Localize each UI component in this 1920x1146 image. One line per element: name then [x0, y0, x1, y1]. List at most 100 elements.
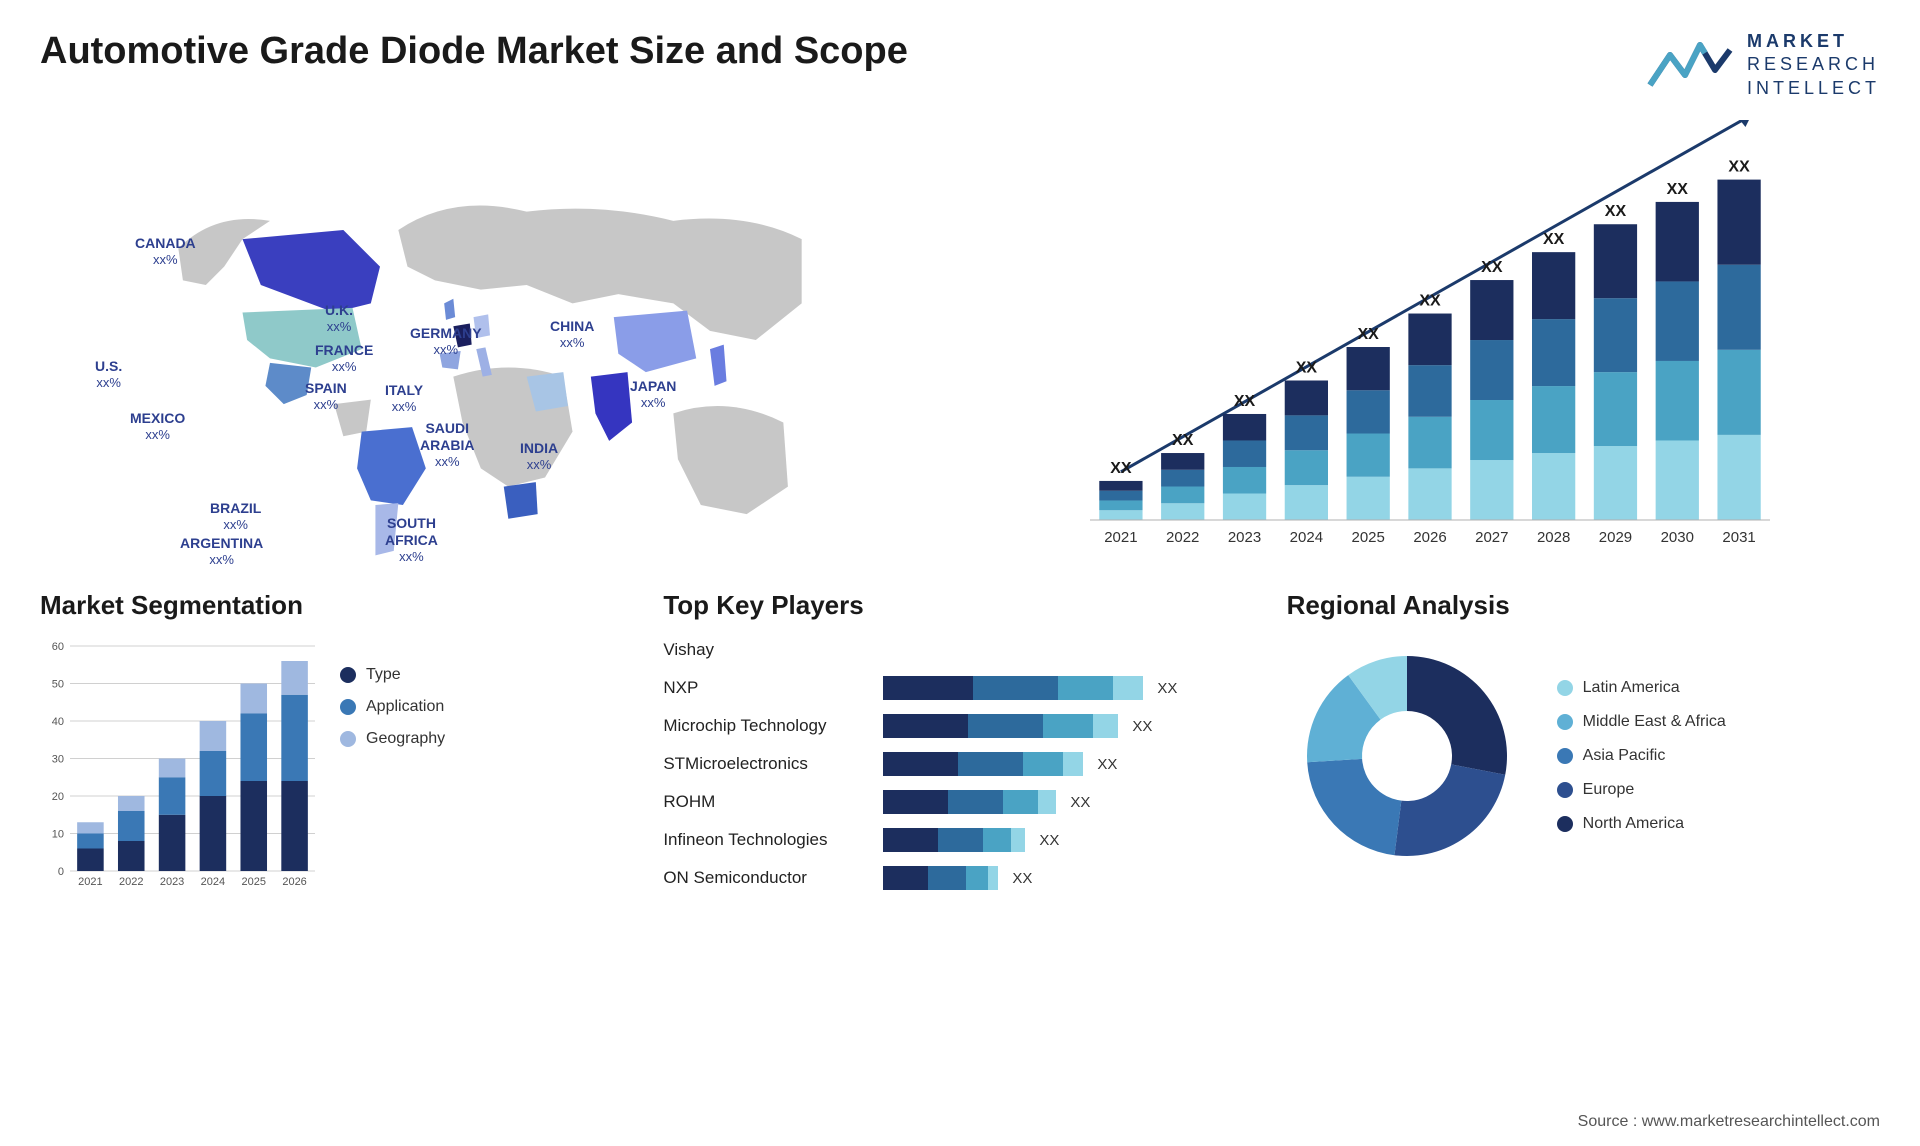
- map-label-italy: ITALYxx%: [385, 382, 423, 414]
- player-bar-row: XX: [883, 864, 1256, 892]
- player-label: Vishay: [663, 636, 863, 664]
- svg-text:2027: 2027: [1475, 529, 1508, 546]
- svg-text:2025: 2025: [242, 876, 266, 888]
- segmentation-legend: TypeApplicationGeography: [340, 666, 445, 896]
- regional-section: Regional Analysis Latin America Middle Ea…: [1287, 590, 1880, 896]
- source-text: Source : www.marketresearchintellect.com: [1578, 1113, 1880, 1131]
- map-label-india: INDIAxx%: [520, 440, 558, 472]
- player-value: XX: [1097, 756, 1117, 773]
- player-bar-row: XX: [883, 826, 1256, 854]
- page-title: Automotive Grade Diode Market Size and S…: [40, 30, 908, 73]
- svg-text:40: 40: [52, 716, 64, 728]
- regional-legend-item: Europe: [1557, 781, 1726, 799]
- player-label: ROHM: [663, 788, 863, 816]
- map-label-spain: SPAINxx%: [305, 380, 347, 412]
- player-label: NXP: [663, 674, 863, 702]
- svg-text:20: 20: [52, 791, 64, 803]
- map-label-france: FRANCExx%: [315, 342, 373, 374]
- map-label-us: U.S.xx%: [95, 358, 122, 390]
- donut-seg: [1407, 656, 1507, 775]
- player-label: ON Semiconductor: [663, 864, 863, 892]
- logo-line2: RESEARCH: [1747, 53, 1880, 76]
- player-bar-row: XX: [883, 788, 1256, 816]
- svg-text:2023: 2023: [160, 876, 184, 888]
- world-map: CANADAxx%U.S.xx%MEXICOxx%BRAZILxx%ARGENT…: [40, 120, 940, 560]
- map-label-brazil: BRAZILxx%: [210, 500, 261, 532]
- logo-line3: INTELLECT: [1747, 77, 1880, 100]
- map-label-uk: U.K.xx%: [325, 302, 353, 334]
- svg-text:XX: XX: [1172, 432, 1194, 449]
- country-india: [591, 372, 632, 441]
- forecast-svg: XX2021XX2022XX2023XX2024XX2025XX2026XX20…: [980, 120, 1880, 560]
- map-label-argentina: ARGENTINAxx%: [180, 535, 263, 567]
- country-brazil: [357, 427, 426, 505]
- forecast-chart: XX2021XX2022XX2023XX2024XX2025XX2026XX20…: [980, 120, 1880, 560]
- map-label-southafrica: SOUTHAFRICAxx%: [385, 515, 438, 564]
- player-value: XX: [1012, 870, 1032, 887]
- segmentation-title: Market Segmentation: [40, 590, 633, 621]
- svg-text:XX: XX: [1481, 259, 1503, 276]
- svg-text:XX: XX: [1234, 393, 1256, 410]
- regional-legend: Latin AmericaMiddle East & AfricaAsia Pa…: [1557, 679, 1726, 833]
- svg-text:30: 30: [52, 754, 64, 766]
- svg-text:2028: 2028: [1537, 529, 1570, 546]
- segmentation-section: Market Segmentation 0 10 20 30 40 50 60 2021 202…: [40, 590, 633, 896]
- svg-text:0: 0: [58, 866, 64, 878]
- svg-text:2022: 2022: [1166, 529, 1199, 546]
- player-label: STMicroelectronics: [663, 750, 863, 778]
- seg-legend-geography: Geography: [340, 730, 445, 748]
- svg-text:XX: XX: [1543, 231, 1565, 248]
- svg-text:XX: XX: [1728, 159, 1750, 176]
- player-bar-row: XX: [883, 712, 1256, 740]
- svg-text:XX: XX: [1358, 326, 1380, 343]
- player-bar-row: XX: [883, 674, 1256, 702]
- map-label-china: CHINAxx%: [550, 318, 594, 350]
- regional-title: Regional Analysis: [1287, 590, 1880, 621]
- regional-legend-item: North America: [1557, 815, 1726, 833]
- map-label-canada: CANADAxx%: [135, 235, 196, 267]
- country-southafrica: [504, 482, 538, 519]
- svg-text:2025: 2025: [1351, 529, 1384, 546]
- svg-text:2021: 2021: [78, 876, 102, 888]
- map-label-japan: JAPANxx%: [630, 378, 676, 410]
- regional-legend-item: Latin America: [1557, 679, 1726, 697]
- player-value: XX: [1132, 718, 1152, 735]
- bottom-row: Market Segmentation 0 10 20 30 40 50 60 2021 202…: [40, 590, 1880, 896]
- regional-legend-item: Middle East & Africa: [1557, 713, 1726, 731]
- country-uk: [444, 299, 455, 320]
- country-canada: [243, 230, 381, 313]
- svg-text:50: 50: [52, 679, 64, 691]
- map-label-mexico: MEXICOxx%: [130, 410, 185, 442]
- svg-text:2029: 2029: [1599, 529, 1632, 546]
- map-svg: [40, 120, 940, 560]
- svg-text:XX: XX: [1419, 293, 1441, 310]
- svg-text:2024: 2024: [1290, 529, 1323, 546]
- svg-text:2024: 2024: [201, 876, 225, 888]
- svg-text:XX: XX: [1667, 181, 1689, 198]
- country-china: [614, 311, 697, 372]
- svg-text:10: 10: [52, 829, 64, 841]
- top-row: CANADAxx%U.S.xx%MEXICOxx%BRAZILxx%ARGENT…: [40, 120, 1880, 560]
- svg-text:XX: XX: [1605, 203, 1627, 220]
- seg-legend-application: Application: [340, 698, 445, 716]
- key-players-title: Top Key Players: [663, 590, 1256, 621]
- svg-text:2022: 2022: [119, 876, 143, 888]
- map-label-germany: GERMANYxx%: [410, 325, 482, 357]
- svg-text:60: 60: [52, 641, 64, 653]
- player-bars: XX XX XX XX XX XX: [883, 636, 1256, 892]
- player-value: XX: [1070, 794, 1090, 811]
- map-label-saudiarabia: SAUDIARABIAxx%: [420, 420, 474, 469]
- player-value: XX: [1157, 680, 1177, 697]
- svg-text:2026: 2026: [282, 876, 306, 888]
- player-labels: VishayNXPMicrochip TechnologySTMicroelec…: [663, 636, 863, 892]
- svg-text:XX: XX: [1110, 460, 1132, 477]
- logo-icon: [1645, 35, 1735, 95]
- svg-text:2031: 2031: [1722, 529, 1755, 546]
- logo: MARKET RESEARCH INTELLECT: [1645, 30, 1880, 100]
- player-bar-row: XX: [883, 750, 1256, 778]
- logo-line1: MARKET: [1747, 30, 1880, 53]
- svg-text:XX: XX: [1296, 360, 1318, 377]
- key-players-section: Top Key Players VishayNXPMicrochip Techn…: [663, 590, 1256, 896]
- player-value: XX: [1039, 832, 1059, 849]
- svg-text:2030: 2030: [1661, 529, 1694, 546]
